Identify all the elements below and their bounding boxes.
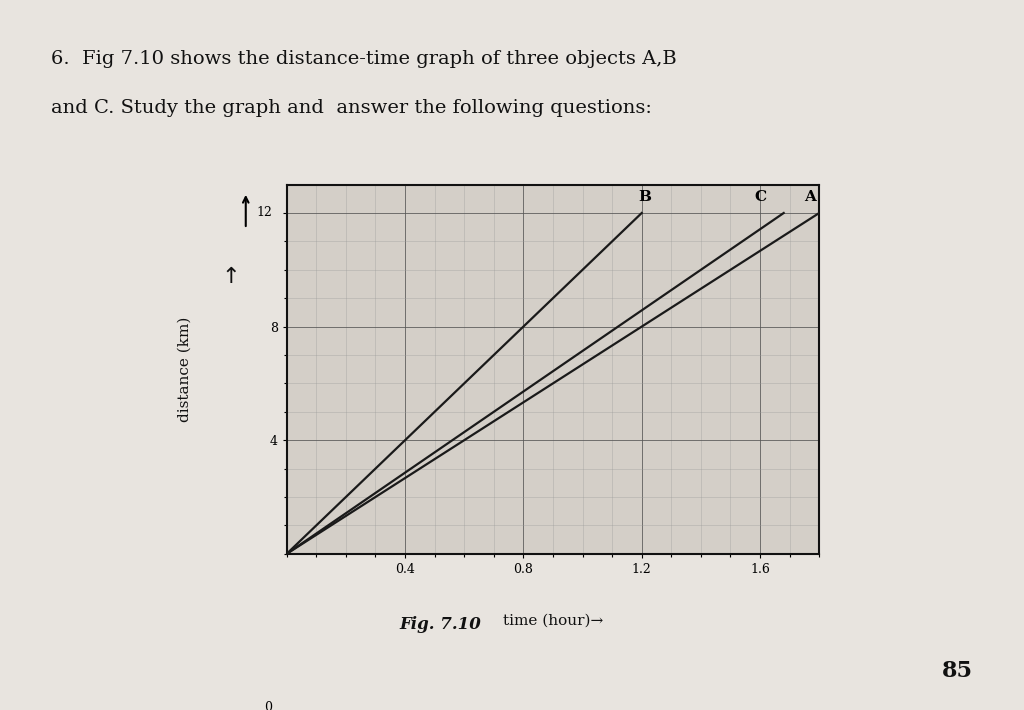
Text: 0: 0 [264, 701, 272, 710]
Text: A: A [805, 190, 816, 204]
Text: 12: 12 [256, 207, 272, 219]
Text: distance (km): distance (km) [177, 317, 191, 422]
Text: Fig. 7.10: Fig. 7.10 [399, 616, 481, 633]
Text: time (hour)→: time (hour)→ [503, 614, 603, 628]
Text: and C. Study the graph and  answer the following questions:: and C. Study the graph and answer the fo… [51, 99, 652, 117]
Text: 6.  Fig 7.10 shows the distance-time graph of three objects A,B: 6. Fig 7.10 shows the distance-time grap… [51, 50, 677, 67]
Text: 85: 85 [942, 660, 973, 682]
Text: C: C [754, 190, 766, 204]
Text: ↑: ↑ [221, 267, 240, 287]
Text: B: B [638, 190, 651, 204]
